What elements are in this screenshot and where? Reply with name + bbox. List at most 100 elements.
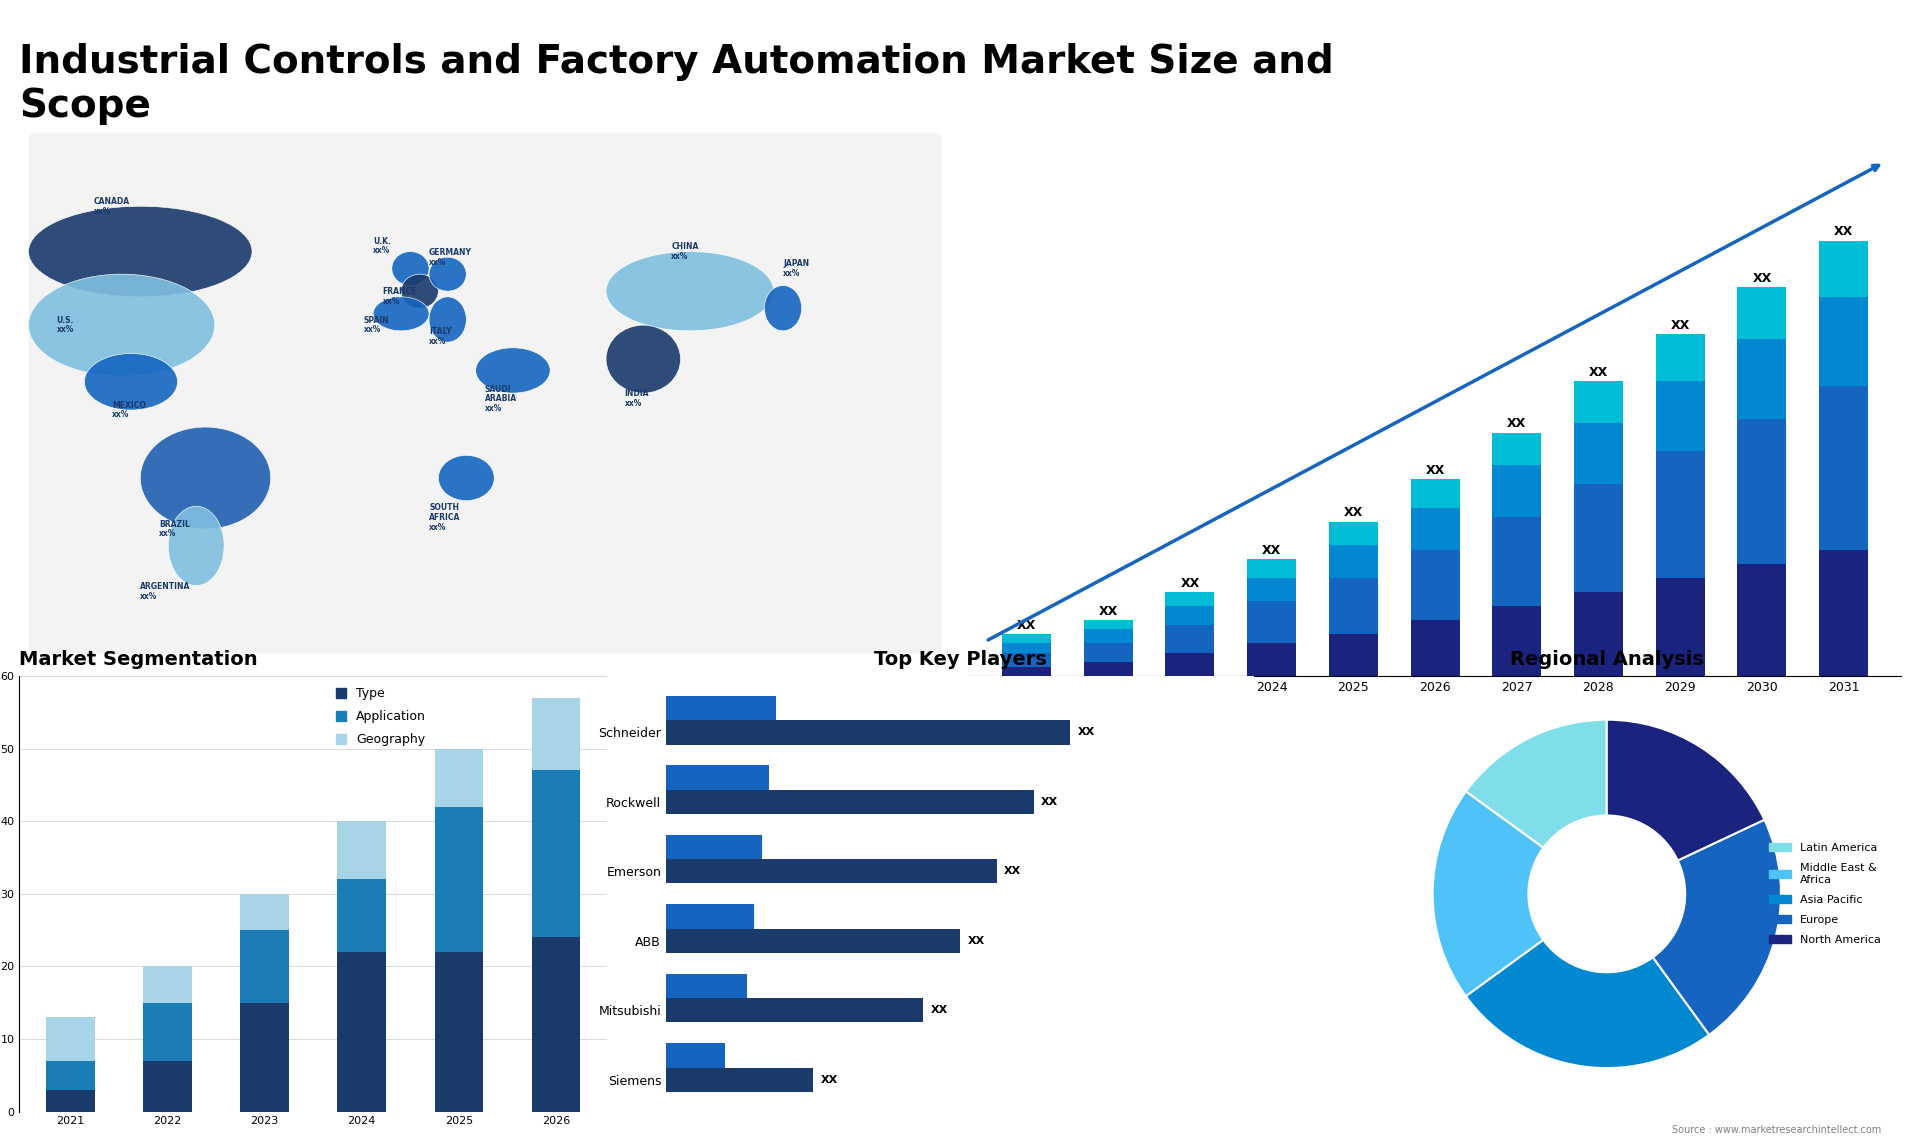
Text: XX: XX (1590, 366, 1609, 379)
Bar (1165, 606, 1215, 625)
Bar (46, 1018, 94, 1061)
Bar (1165, 591, 1215, 606)
Text: XX: XX (1041, 796, 1058, 807)
Bar (1329, 578, 1379, 634)
Text: XX: XX (820, 1075, 837, 1084)
Bar (1492, 433, 1542, 465)
Text: XX: XX (1004, 866, 1021, 877)
Bar (1655, 452, 1705, 578)
Ellipse shape (401, 274, 438, 308)
Bar (46, 1090, 94, 1112)
Wedge shape (1607, 720, 1764, 861)
Bar (1411, 550, 1459, 620)
Text: U.K.
xx%: U.K. xx% (372, 236, 392, 256)
Text: Market Segmentation: Market Segmentation (19, 650, 257, 669)
Bar (144, 966, 192, 1003)
Bar (434, 807, 484, 952)
Bar (1329, 545, 1379, 578)
Text: MEXICO
xx%: MEXICO xx% (113, 401, 146, 419)
Bar (666, 998, 924, 1022)
Bar (240, 931, 288, 1003)
Text: XX: XX (931, 1005, 948, 1015)
Bar (1083, 620, 1133, 629)
Bar (1083, 643, 1133, 662)
Text: SAUDI
ARABIA
xx%: SAUDI ARABIA xx% (486, 385, 516, 413)
Text: XX: XX (1018, 619, 1037, 631)
Wedge shape (1432, 792, 1544, 996)
Ellipse shape (140, 427, 271, 529)
Bar (1492, 517, 1542, 606)
Bar (1165, 653, 1215, 676)
Bar (532, 698, 580, 770)
Bar (1248, 602, 1296, 643)
Bar (1738, 288, 1786, 339)
Text: INDIA
xx%: INDIA xx% (624, 390, 649, 408)
Bar (1329, 634, 1379, 676)
Bar (666, 1068, 812, 1092)
Ellipse shape (607, 325, 680, 393)
Ellipse shape (84, 353, 177, 410)
Bar (1248, 559, 1296, 578)
Bar (1574, 591, 1622, 676)
Bar (1818, 386, 1868, 550)
Ellipse shape (476, 347, 551, 393)
Ellipse shape (428, 297, 467, 343)
Ellipse shape (392, 252, 428, 285)
Bar (666, 720, 1069, 745)
Bar (666, 928, 960, 953)
Bar (1002, 653, 1050, 667)
Bar (1738, 564, 1786, 676)
Bar (1655, 382, 1705, 452)
Bar (1574, 423, 1622, 484)
Bar (338, 952, 386, 1112)
Text: FRANCE
xx%: FRANCE xx% (382, 288, 417, 306)
Ellipse shape (169, 507, 225, 586)
Wedge shape (1465, 720, 1607, 848)
Text: ITALY
xx%: ITALY xx% (428, 327, 451, 346)
Text: XX: XX (968, 936, 985, 945)
Bar (666, 904, 755, 928)
Text: XX: XX (1507, 417, 1526, 430)
Text: CANADA
xx%: CANADA xx% (94, 197, 131, 215)
Text: SOUTH
AFRICA
xx%: SOUTH AFRICA xx% (428, 503, 461, 532)
FancyBboxPatch shape (29, 133, 941, 653)
Text: CHINA
xx%: CHINA xx% (672, 242, 699, 261)
Bar (1818, 550, 1868, 676)
Bar (1738, 418, 1786, 564)
Ellipse shape (438, 455, 493, 501)
Bar (666, 1043, 724, 1068)
Bar (1738, 339, 1786, 418)
Text: XX: XX (1344, 507, 1363, 519)
Legend: Latin America, Middle East &
Africa, Asia Pacific, Europe, North America: Latin America, Middle East & Africa, Asi… (1764, 839, 1885, 949)
Text: XX: XX (1670, 319, 1690, 332)
Wedge shape (1653, 819, 1782, 1035)
Bar (666, 696, 776, 720)
Ellipse shape (29, 206, 252, 297)
Bar (1083, 629, 1133, 643)
Bar (1411, 620, 1459, 676)
Bar (1655, 335, 1705, 382)
Bar (666, 860, 996, 884)
Bar (1002, 667, 1050, 676)
Bar (434, 952, 484, 1112)
Bar (1002, 634, 1050, 643)
Bar (1492, 606, 1542, 676)
Bar (1002, 643, 1050, 653)
Text: XX: XX (1077, 728, 1094, 737)
Bar (144, 1003, 192, 1061)
Bar (240, 1003, 288, 1112)
Bar (1411, 479, 1459, 508)
Text: ARGENTINA
xx%: ARGENTINA xx% (140, 582, 190, 601)
Text: XX: XX (1181, 576, 1200, 589)
Bar (1248, 643, 1296, 676)
Title: Regional Analysis: Regional Analysis (1509, 650, 1703, 669)
Text: XX: XX (1834, 226, 1853, 238)
Wedge shape (1465, 940, 1709, 1068)
Bar (666, 834, 762, 860)
Legend: Type, Application, Geography: Type, Application, Geography (332, 682, 432, 752)
Bar (240, 894, 288, 931)
Ellipse shape (764, 285, 803, 331)
Bar (434, 748, 484, 807)
Bar (1411, 508, 1459, 550)
Bar (1574, 484, 1622, 591)
